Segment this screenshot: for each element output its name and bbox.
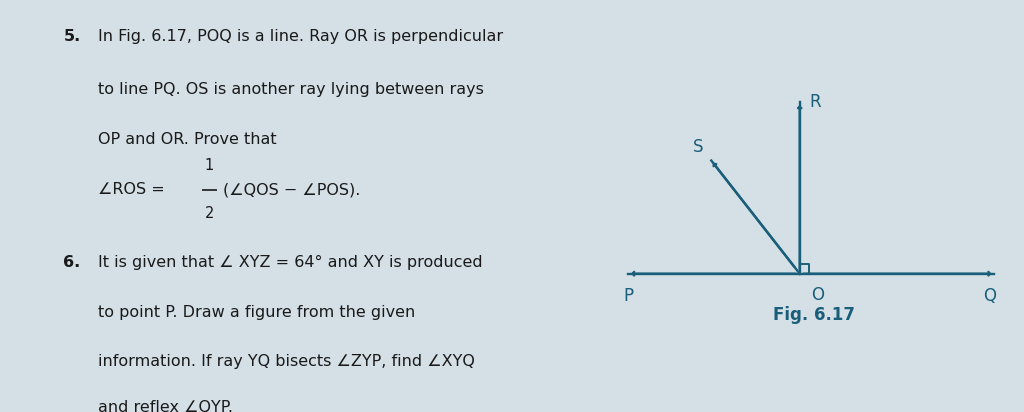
Text: information. If ray YQ bisects ∠ZYP, find ∠XYQ: information. If ray YQ bisects ∠ZYP, fin… [98, 354, 475, 369]
Text: OP and OR. Prove that: OP and OR. Prove that [98, 132, 278, 147]
Text: O: O [811, 286, 824, 304]
Text: ∠ROS =: ∠ROS = [98, 182, 170, 197]
Text: It is given that ∠ XYZ = 64° and XY is produced: It is given that ∠ XYZ = 64° and XY is p… [98, 255, 483, 270]
Text: 2: 2 [205, 206, 214, 221]
Text: 6.: 6. [63, 255, 81, 270]
Text: and reflex ∠QYP.: and reflex ∠QYP. [98, 400, 233, 412]
Text: (∠QOS − ∠POS).: (∠QOS − ∠POS). [223, 182, 360, 197]
Text: In Fig. 6.17, POQ is a line. Ray OR is perpendicular: In Fig. 6.17, POQ is a line. Ray OR is p… [98, 29, 504, 44]
Text: 1: 1 [205, 158, 214, 173]
Text: Fig. 6.17: Fig. 6.17 [772, 307, 855, 324]
Text: R: R [809, 93, 820, 111]
Text: S: S [693, 138, 703, 156]
Text: Q: Q [983, 287, 996, 304]
Text: P: P [624, 287, 634, 304]
Text: to point P. Draw a figure from the given: to point P. Draw a figure from the given [98, 305, 416, 320]
Text: to line PQ. OS is another ray lying between rays: to line PQ. OS is another ray lying betw… [98, 82, 484, 97]
Text: 5.: 5. [63, 29, 81, 44]
